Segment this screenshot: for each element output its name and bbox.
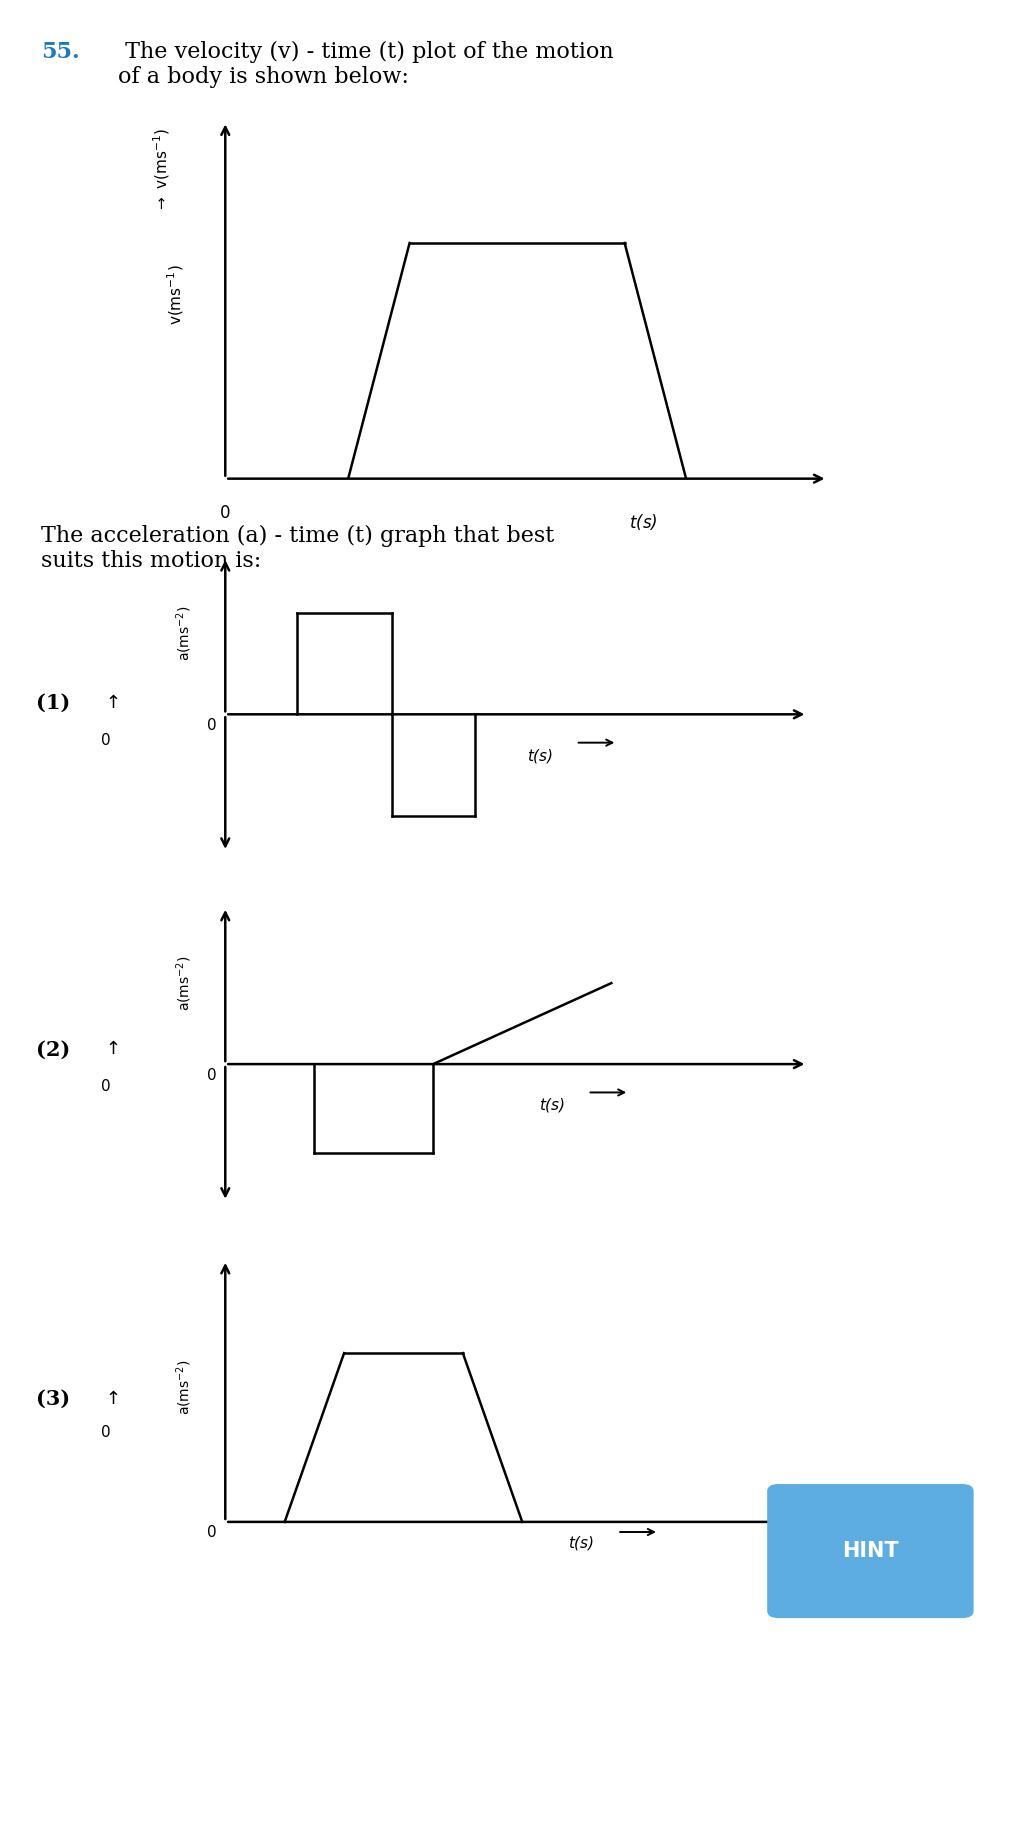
Text: $\uparrow$: $\uparrow$ [102,694,119,712]
Text: 0: 0 [207,1068,216,1083]
Text: $t$(s): $t$(s) [527,747,553,764]
Text: $\uparrow$: $\uparrow$ [102,1390,119,1408]
Text: The acceleration (a) - time (t) graph that best
suits this motion is:: The acceleration (a) - time (t) graph th… [41,525,554,573]
Text: 0: 0 [101,1425,111,1440]
Text: 0: 0 [101,1079,111,1094]
Text: (3): (3) [36,1390,70,1408]
Text: HINT: HINT [842,1541,899,1561]
Text: (1): (1) [36,694,70,712]
Text: $t$(s): $t$(s) [539,1097,565,1114]
Text: v(ms$^{-1}$): v(ms$^{-1}$) [166,265,186,324]
Text: The velocity (v) - time (t) plot of the motion
of a body is shown below:: The velocity (v) - time (t) plot of the … [118,41,613,88]
Text: 0: 0 [101,733,111,747]
Text: $t$(s): $t$(s) [568,1534,595,1552]
Text: 0: 0 [220,504,230,523]
Text: $t$(s): $t$(s) [629,512,657,532]
Text: (2): (2) [36,1040,70,1059]
FancyBboxPatch shape [767,1484,974,1618]
Text: $\rightarrow$ v(ms$^{-1}$): $\rightarrow$ v(ms$^{-1}$) [152,127,172,212]
Text: a(ms$^{-2}$): a(ms$^{-2}$) [174,955,194,1011]
Text: 0: 0 [207,718,216,733]
Text: 0: 0 [207,1524,216,1541]
Text: $\uparrow$: $\uparrow$ [102,1040,119,1059]
Text: a(ms$^{-2}$): a(ms$^{-2}$) [174,1359,194,1414]
Text: 55.: 55. [41,41,80,63]
Text: a(ms$^{-2}$): a(ms$^{-2}$) [174,606,194,661]
